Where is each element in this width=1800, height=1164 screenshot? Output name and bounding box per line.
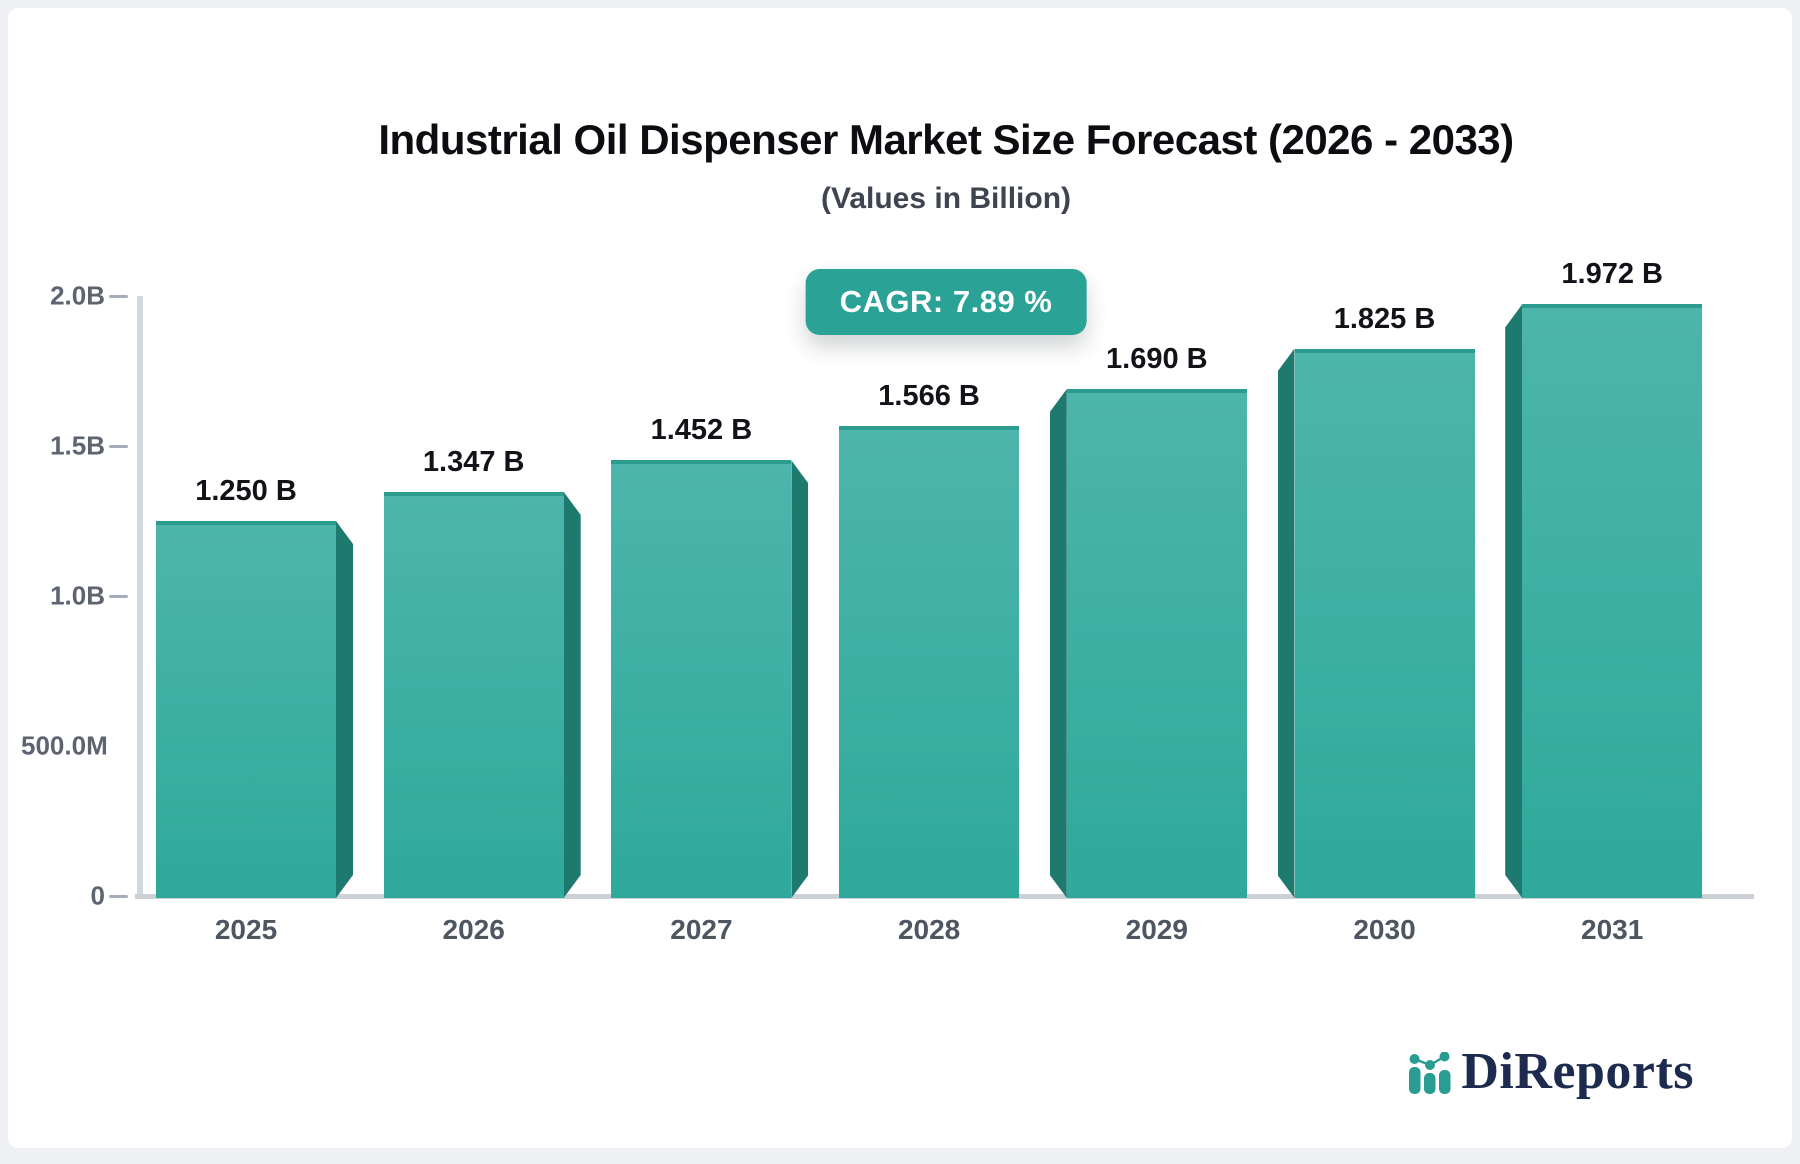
bar-3d-side [791,460,808,898]
x-tick-label: 2028 [897,914,961,945]
bar-3d-side [1505,304,1522,898]
cagr-badge: CAGR: 7.89 % [805,269,1087,335]
chart-title: Industrial Oil Dispenser Market Size For… [378,116,1514,163]
bar-3d-side [1050,389,1067,898]
chart-card: Industrial Oil Dispenser Market Size For… [8,8,1792,1148]
y-tick-dash [109,895,128,898]
brand-logo-text: DiReports [1461,1043,1694,1100]
bar-value-label: 1.452 B [650,414,753,447]
bar-2028 [839,426,1020,898]
bar-face [1522,304,1703,898]
x-tick-label: 2027 [670,914,733,945]
y-tick-label: 1.5B [50,430,105,461]
x-tick-label: 2026 [442,914,505,945]
y-tick-label: 1.0B [50,580,105,611]
bar-value-label: 1.347 B [422,445,525,478]
bar-face [1294,348,1475,898]
bar-3d-side [336,521,353,898]
cagr-badge-label: CAGR: 7.89 % [839,284,1053,319]
bar-face [383,491,564,898]
y-axis-line [137,296,143,899]
brand-logo: DiReports [1408,1043,1694,1100]
bar-3d-side [564,492,581,898]
mini-bar-chart-icon [1409,1052,1451,1094]
plot-area: 0 500.0M 1.0B 1.5B 2.0B 1.250 B 1.347 B 1.452 … [8,8,1800,1164]
chart-subtitle: (Values in Billion) [820,182,1072,215]
bar-2025 [156,521,353,898]
bar-face [156,521,336,898]
bar-2030 [1278,348,1475,899]
bar-2027 [611,460,808,898]
bar-value-label: 1.566 B [878,380,980,413]
bar-face [839,426,1020,898]
bar-2026 [383,491,581,898]
x-tick-label: 2025 [214,914,278,945]
x-tick-label: 2030 [1353,914,1416,945]
bar-value-label: 1.690 B [1106,343,1208,375]
bar-face [1066,389,1247,898]
bar-face [611,460,792,898]
bar-2029 [1050,389,1247,898]
bar-3d-side [1278,349,1295,899]
y-tick-dash [109,445,128,448]
x-tick-label: 2029 [1125,914,1188,945]
bar-value-label: 1.250 B [195,475,297,507]
y-tick-dash [109,595,128,598]
bar-value-label: 1.972 B [1561,258,1663,291]
y-tick-dash [109,295,128,298]
bar-2031 [1505,304,1703,898]
y-tick-label: 2.0B [50,280,105,311]
bar-value-label: 1.825 B [1333,302,1436,335]
x-tick-label: 2031 [1581,914,1644,945]
y-tick-label: 0 [90,880,105,911]
y-tick-label: 500.0M [21,730,108,761]
